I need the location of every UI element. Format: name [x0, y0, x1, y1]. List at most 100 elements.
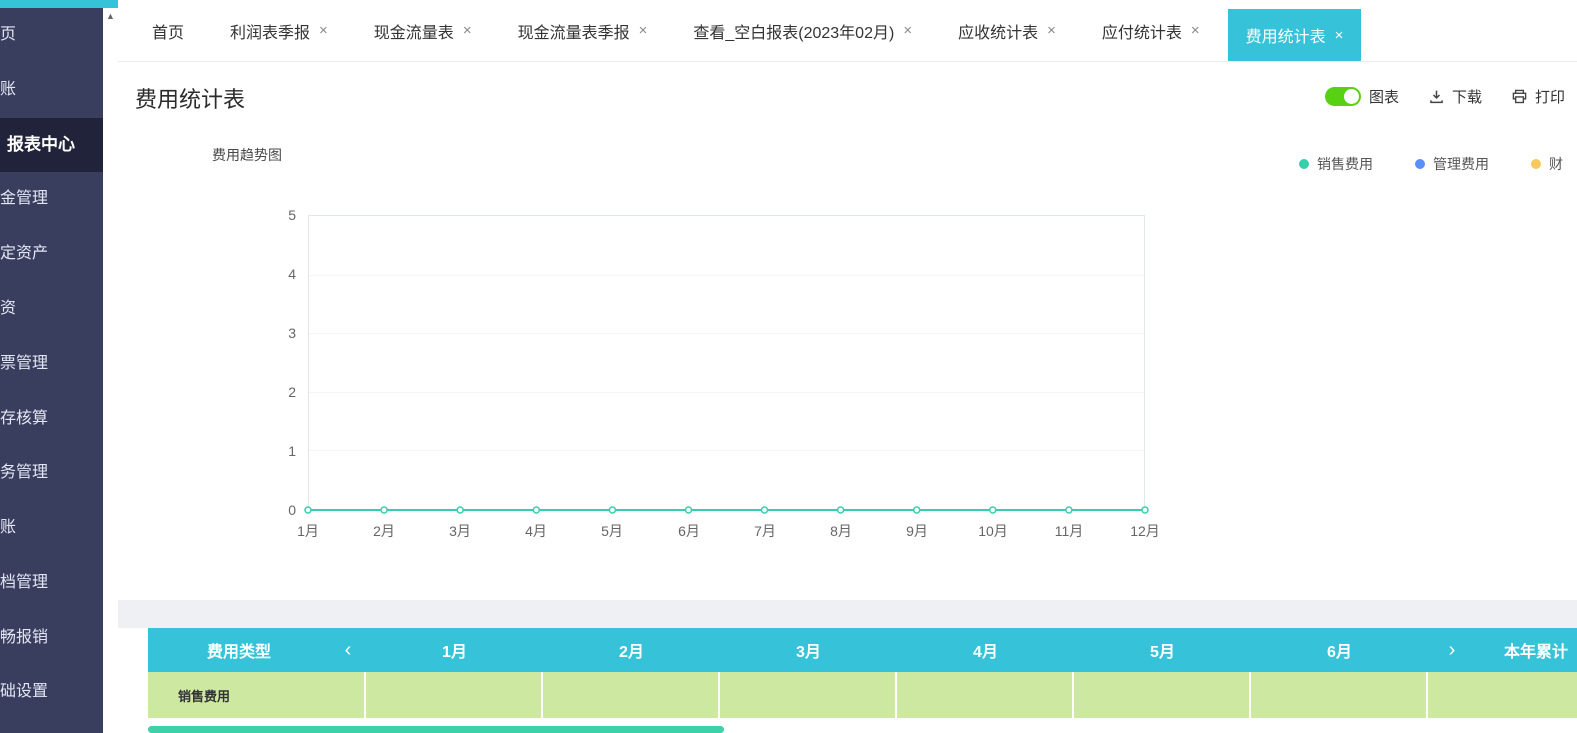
- section-separator: [118, 600, 1577, 628]
- row-label: 销售费用: [148, 672, 366, 718]
- tab-label: 首页: [152, 24, 185, 42]
- col-header-expense-type: 费用类型: [206, 644, 271, 661]
- printer-icon: [1512, 89, 1527, 104]
- sidebar-item-archive[interactable]: 档管理: [0, 574, 49, 591]
- download-button[interactable]: 下载: [1429, 86, 1482, 107]
- sidebar-item-ledger[interactable]: 账: [0, 81, 17, 98]
- legend-label: 财: [1549, 156, 1563, 172]
- table-cell: [366, 672, 543, 718]
- table-cell: [720, 672, 897, 718]
- col-header-month: 1月: [442, 644, 467, 661]
- table-cell: [543, 672, 720, 718]
- tab-receivable-stats[interactable]: 应收统计表 ×: [940, 0, 1074, 62]
- x-tick: 3月: [449, 523, 471, 539]
- gridline: [309, 450, 1144, 452]
- tab-label: 查看_空白报表(2023年02月): [693, 24, 895, 42]
- tab-payable-stats[interactable]: 应付统计表 ×: [1084, 0, 1218, 62]
- close-icon[interactable]: ×: [638, 22, 648, 39]
- sidebar-item-assets[interactable]: 定资产: [0, 245, 49, 262]
- horizontal-scrollbar-thumb[interactable]: [148, 726, 724, 733]
- tab-label: 现金流量表: [373, 24, 454, 42]
- tab-expense-stats[interactable]: 费用统计表 ×: [1227, 9, 1362, 61]
- y-tick: 3: [288, 325, 296, 341]
- tab-blank-report[interactable]: 查看_空白报表(2023年02月) ×: [675, 0, 930, 62]
- gridline: [309, 391, 1144, 393]
- y-tick: 0: [288, 502, 296, 518]
- sidebar-item-report-center[interactable]: 报表中心: [0, 118, 103, 172]
- x-tick: 9月: [906, 523, 928, 539]
- download-icon: [1429, 89, 1444, 104]
- y-tick: 2: [288, 384, 296, 400]
- download-label: 下载: [1451, 89, 1482, 106]
- col-header-month: 5月: [1150, 644, 1175, 661]
- sidebar-item-inventory[interactable]: 存核算: [0, 410, 49, 427]
- print-label: 打印: [1534, 89, 1565, 106]
- table-cell: [1074, 672, 1251, 718]
- table-cell: [1251, 672, 1428, 718]
- sidebar-item-home[interactable]: 页: [0, 26, 17, 43]
- gridline: [309, 274, 1144, 276]
- sidebar-scrollbar[interactable]: [103, 0, 118, 733]
- tab-label: 利润表季报: [230, 24, 311, 42]
- col-header-ytd-total: 本年累计: [1503, 644, 1568, 661]
- trend-line-svg: [304, 506, 1149, 514]
- legend-dot-icon: [1531, 159, 1541, 169]
- y-tick: 5: [288, 207, 296, 223]
- tab-cashflow[interactable]: 现金流量表 ×: [356, 0, 490, 62]
- gridline: [309, 333, 1144, 335]
- close-icon[interactable]: ×: [1047, 22, 1056, 39]
- toggle-knob: [1343, 89, 1359, 104]
- legend-label: 管理费用: [1433, 156, 1489, 172]
- table-row: 销售费用: [148, 672, 1577, 718]
- next-months-button[interactable]: ›: [1448, 638, 1456, 661]
- x-tick: 4月: [525, 523, 547, 539]
- tab-label: 费用统计表: [1245, 29, 1326, 46]
- col-header-month: 4月: [973, 644, 998, 661]
- x-tick: 11月: [1054, 523, 1084, 539]
- prev-months-button[interactable]: ‹: [344, 638, 352, 661]
- y-tick: 4: [288, 266, 296, 282]
- close-icon[interactable]: ×: [903, 22, 913, 39]
- expense-trend-chart: 费用趋势图 销售费用 管理费用 财 5 4 3 2 1 0: [148, 130, 1577, 600]
- toolbar: 图表 下载 打印: [1324, 86, 1565, 107]
- tab-profit-quarterly[interactable]: 利润表季报 ×: [212, 0, 346, 62]
- legend-item-admin[interactable]: 管理费用: [1415, 154, 1489, 174]
- y-tick: 1: [288, 443, 296, 459]
- close-icon[interactable]: ×: [1334, 26, 1344, 44]
- close-icon[interactable]: ×: [1190, 22, 1200, 39]
- close-icon[interactable]: ×: [462, 22, 472, 39]
- x-tick: 1月: [297, 523, 319, 539]
- tab-label: 现金流量表季报: [517, 24, 630, 42]
- expense-table-header: 费用类型 ‹ 1月 2月 3月 4月 5月 6月 › 本年累计: [148, 628, 1577, 672]
- sidebar-item-closing[interactable]: 账: [0, 519, 17, 536]
- tab-cashflow-quarterly[interactable]: 现金流量表季报 ×: [500, 0, 666, 62]
- chart-toggle-label: 图表: [1368, 89, 1399, 106]
- print-button[interactable]: 打印: [1512, 86, 1565, 107]
- col-header-month: 3月: [796, 644, 821, 661]
- sidebar-item-tax[interactable]: 务管理: [0, 464, 49, 481]
- x-tick: 5月: [601, 523, 623, 539]
- legend-item-finance[interactable]: 财: [1531, 154, 1563, 174]
- sidebar-item-settings[interactable]: 础设置: [0, 683, 49, 700]
- col-header-month: 6月: [1327, 644, 1352, 661]
- sidebar-item-salary[interactable]: 资: [0, 300, 17, 317]
- legend-item-sales[interactable]: 销售费用: [1299, 154, 1373, 174]
- chart-legend: 销售费用 管理费用 财: [1257, 154, 1563, 174]
- tab-label: 应付统计表: [1101, 24, 1182, 42]
- tab-home[interactable]: 首页: [134, 0, 202, 62]
- tab-label: 应收统计表: [958, 24, 1039, 42]
- x-tick: 12月: [1130, 523, 1160, 539]
- chart-view-toggle[interactable]: [1324, 87, 1361, 106]
- table-cell: [1428, 672, 1577, 718]
- x-tick: 2月: [373, 523, 395, 539]
- scroll-up-icon[interactable]: ▲: [106, 11, 115, 21]
- sidebar-item-invoice[interactable]: 票管理: [0, 355, 49, 372]
- sidebar-item-funds[interactable]: 金管理: [0, 190, 49, 207]
- legend-label: 销售费用: [1317, 156, 1373, 172]
- close-icon[interactable]: ×: [319, 22, 328, 39]
- page-title: 费用统计表: [135, 87, 246, 112]
- x-tick: 6月: [678, 523, 700, 539]
- sidebar-item-expense-claim[interactable]: 畅报销: [0, 629, 49, 646]
- table-cell: [897, 672, 1074, 718]
